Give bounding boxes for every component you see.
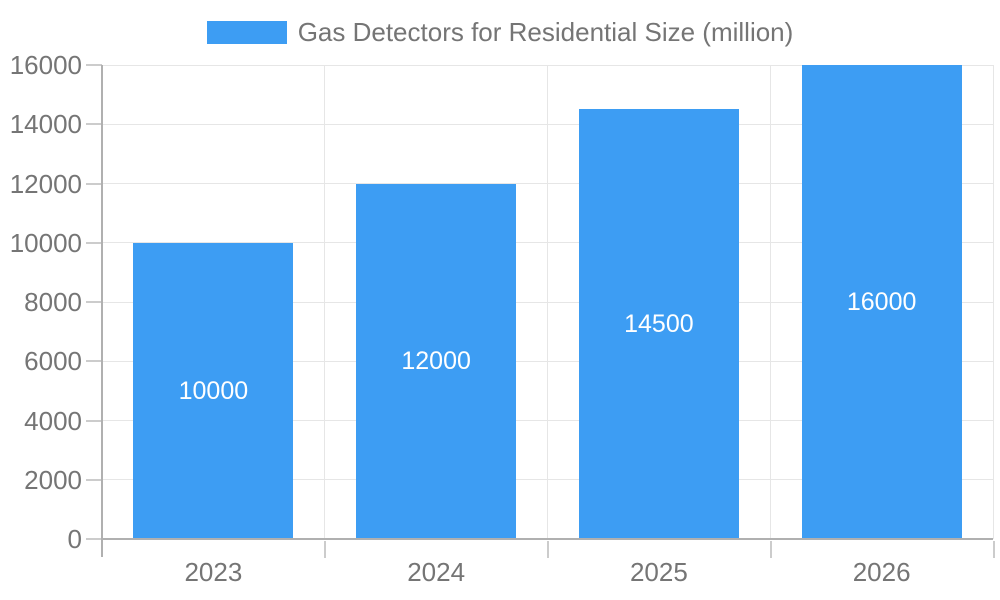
- y-axis-label: 6000: [24, 346, 82, 377]
- x-axis-line: [102, 538, 993, 540]
- chart-legend: Gas Detectors for Residential Size (mill…: [0, 17, 1000, 47]
- bar-value-label: 10000: [178, 376, 249, 405]
- bar-value-label: 14500: [624, 310, 694, 339]
- y-axis-label: 12000: [9, 168, 82, 199]
- y-axis-label: 16000: [9, 50, 82, 80]
- y-tick-mark: [86, 419, 102, 422]
- bar-2023: [133, 242, 294, 539]
- y-tick-mark: [86, 64, 102, 66]
- y-axis-line: [101, 65, 103, 557]
- x-tick-mark: [769, 541, 772, 558]
- x-axis-label: 2023: [184, 557, 243, 587]
- x-tick-mark: [324, 541, 327, 558]
- y-axis-label: 14000: [9, 109, 82, 140]
- bar-2024: [356, 183, 517, 539]
- x-axis-label: 2024: [407, 557, 466, 587]
- bar-2025: [578, 109, 739, 539]
- y-tick-mark: [86, 123, 102, 126]
- legend-label: Gas Detectors for Residential Size (mill…: [297, 16, 794, 47]
- category-gridline: [324, 65, 326, 539]
- bar-value-label: 16000: [846, 288, 917, 316]
- category-gridline: [547, 65, 548, 539]
- x-axis-label: 2026: [852, 557, 911, 587]
- y-tick-mark: [86, 538, 102, 540]
- y-axis-label: 4000: [24, 405, 82, 436]
- y-axis-label: 2000: [24, 464, 82, 495]
- y-tick-mark: [86, 241, 102, 244]
- x-axis-label: 2025: [629, 557, 688, 587]
- y-tick-mark: [86, 301, 102, 303]
- category-gridline: [992, 65, 994, 539]
- y-tick-mark: [86, 360, 102, 363]
- y-axis-label: 8000: [24, 287, 82, 317]
- x-tick-mark: [547, 541, 549, 558]
- y-tick-mark: [86, 478, 102, 481]
- x-tick-mark: [992, 541, 995, 558]
- category-gridline: [769, 65, 771, 539]
- y-axis-label: 10000: [9, 227, 82, 258]
- bar-value-label: 12000: [401, 347, 471, 376]
- y-tick-mark: [86, 182, 102, 185]
- y-axis-label: 0: [67, 524, 82, 554]
- legend-color-swatch: [206, 20, 287, 44]
- bar-2026: [801, 65, 962, 539]
